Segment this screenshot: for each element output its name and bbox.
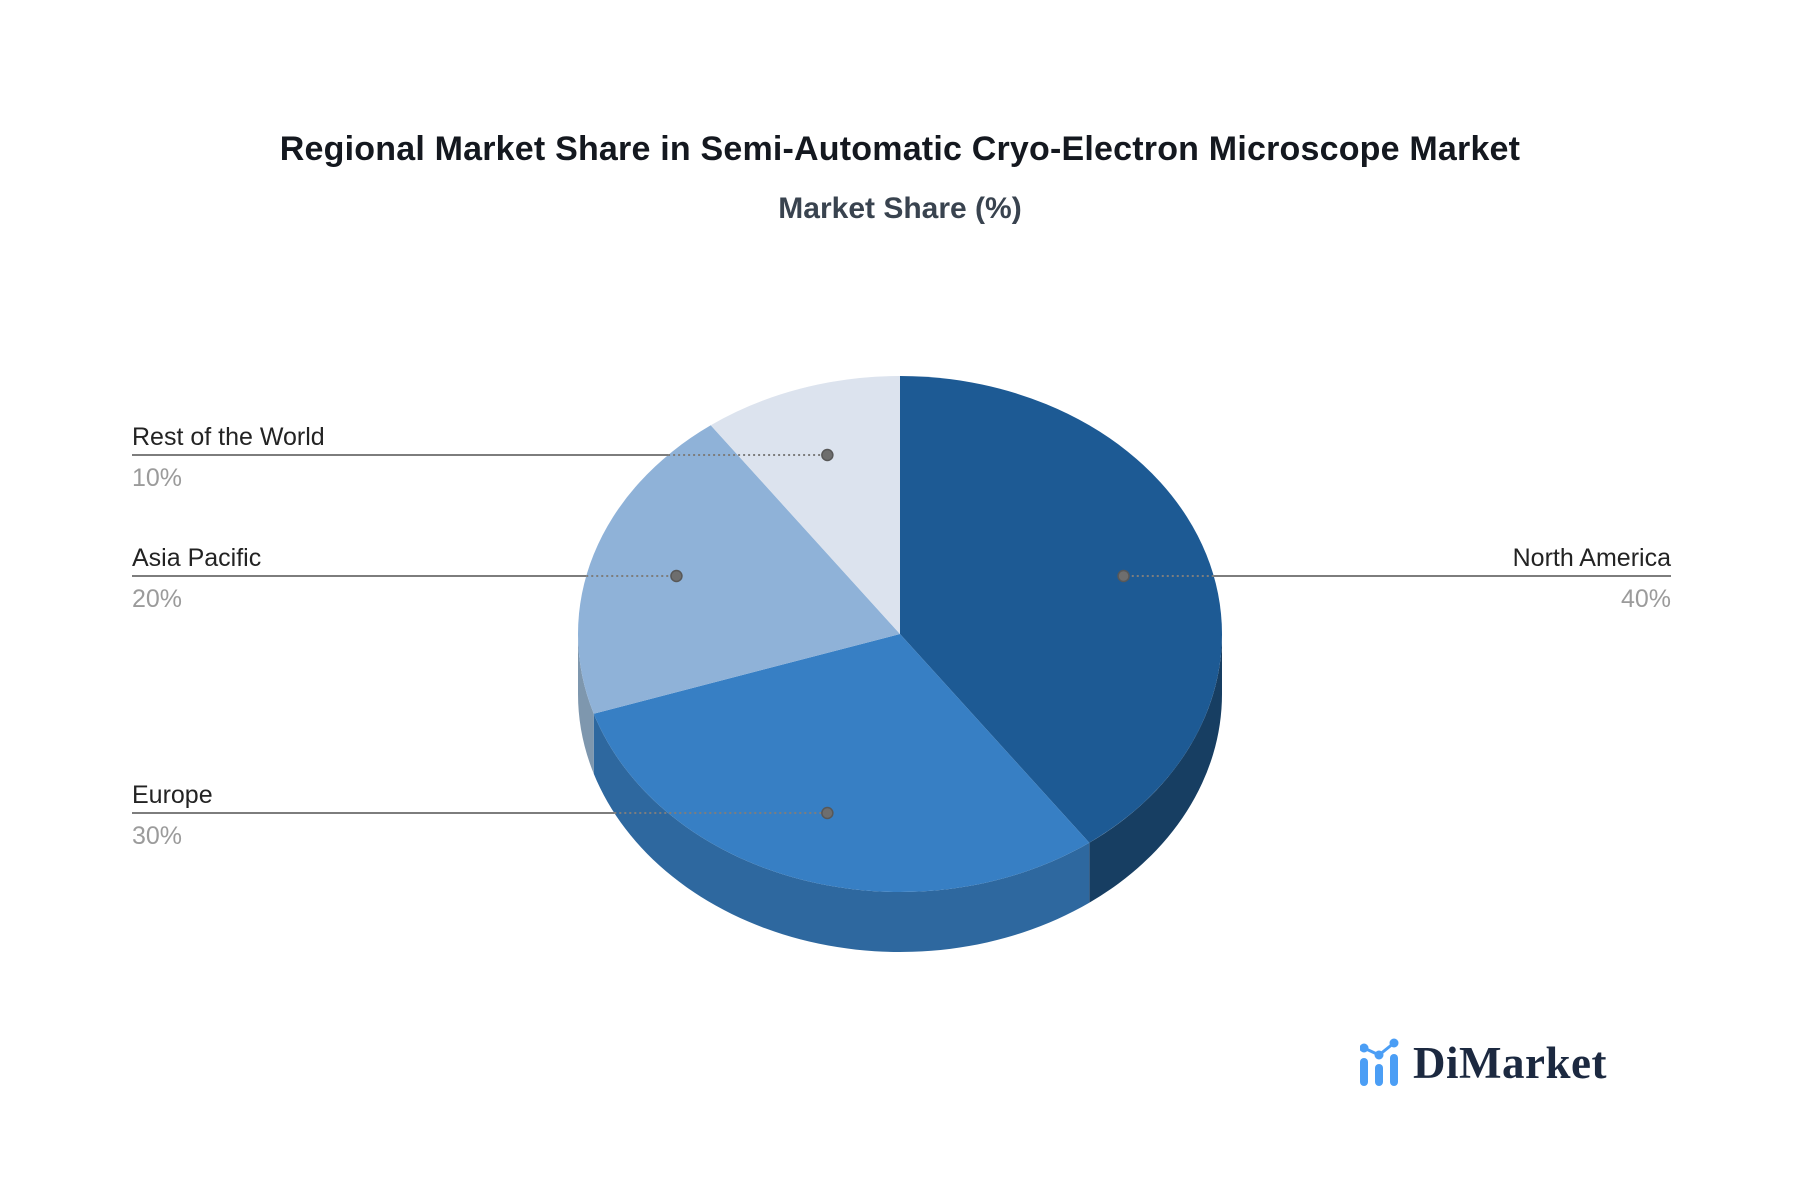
pie-slice-side-north-america <box>1089 634 1222 903</box>
pie-slice-side-asia-pacific <box>578 634 594 774</box>
callout-dot-rest-of-the-world <box>821 448 834 462</box>
slice-value-europe: 30% <box>132 822 182 850</box>
pie-slice-north-america[interactable] <box>900 376 1222 843</box>
callout-dot-north-america <box>1117 569 1130 583</box>
brand-logo-text: DiMarket <box>1413 1038 1607 1088</box>
chart-subtitle: Market Share (%) <box>778 192 1022 225</box>
slice-label-north-america: North America <box>1513 544 1671 572</box>
pie-slice-asia-pacific[interactable] <box>578 425 900 714</box>
slice-value-rest-of-the-world: 10% <box>132 464 182 492</box>
pie-slice-rest-of-the-world[interactable] <box>710 376 900 634</box>
callout-dot-europe <box>821 806 834 820</box>
callout-dot-asia-pacific <box>670 569 683 583</box>
slice-label-europe: Europe <box>132 781 213 809</box>
chart-title: Regional Market Share in Semi-Automatic … <box>279 130 1521 168</box>
slice-value-asia-pacific: 20% <box>132 585 182 613</box>
brand-logo[interactable]: DiMarket <box>1360 1038 1607 1086</box>
pie-slice-side-europe <box>593 713 1090 952</box>
slice-label-rest-of-the-world: Rest of the World <box>132 423 325 451</box>
bar-chart-logo-icon <box>1360 1038 1399 1086</box>
pie-slice-europe[interactable] <box>593 634 1090 892</box>
slice-value-north-america: 40% <box>1621 585 1671 613</box>
slice-label-asia-pacific: Asia Pacific <box>132 544 261 572</box>
